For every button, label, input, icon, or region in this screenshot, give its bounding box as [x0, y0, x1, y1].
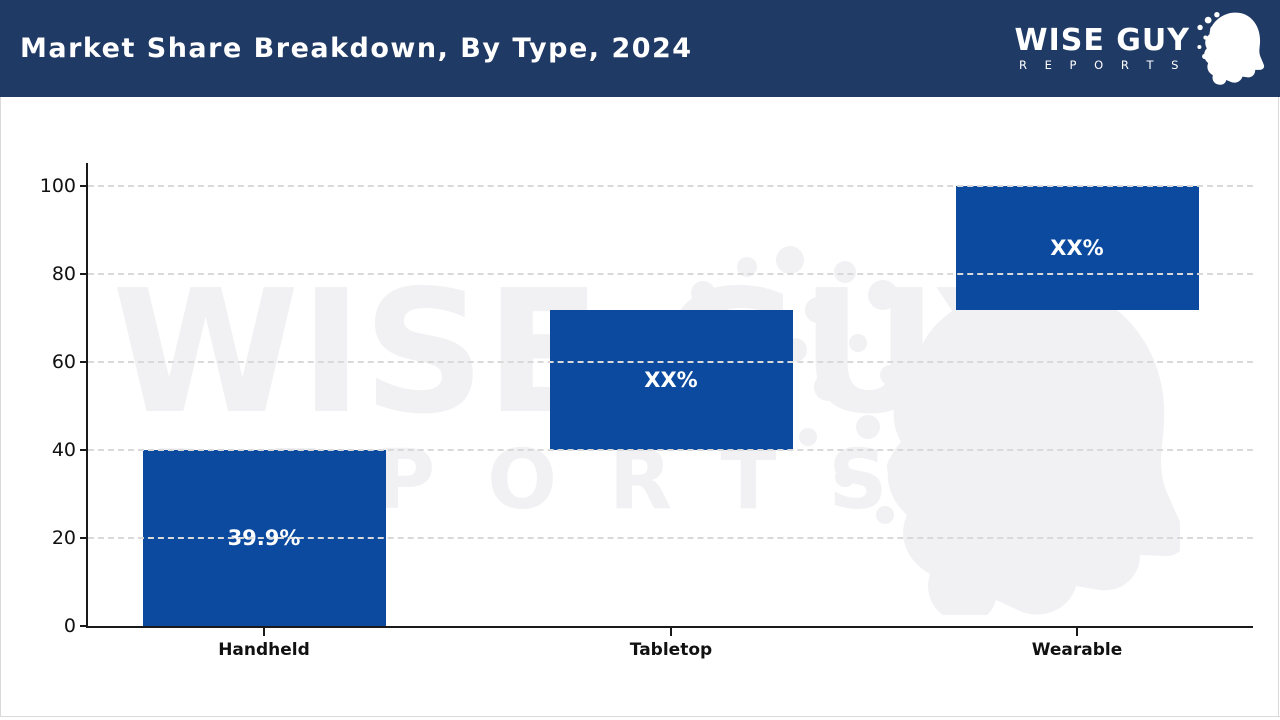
bar-wearable: XX% [955, 186, 1199, 311]
y-tick-label-80: 80 [51, 263, 76, 285]
logo-tagline: R E P O R T S [1018, 58, 1186, 73]
y-tick-80 [80, 273, 88, 275]
category-label-tabletop: Tabletop [629, 640, 713, 660]
category-label-handheld: Handheld [218, 640, 310, 660]
x-tick-tabletop [670, 628, 672, 636]
y-tick-100 [80, 185, 88, 187]
y-tick-0 [80, 625, 88, 627]
logo-wordmark: WISE GUY [1014, 22, 1190, 58]
y-tick-label-20: 20 [51, 527, 76, 549]
y-tick-label-60: 60 [51, 351, 76, 373]
page-title: Market Share Breakdown, By Type, 2024 [20, 33, 693, 64]
y-tick-label-40: 40 [51, 439, 76, 461]
logo-dotted-head-icon [1197, 11, 1265, 85]
page-right-hairline [1278, 97, 1279, 717]
page-bottom-hairline [0, 716, 1280, 717]
wise-guy-reports-logo: WISE GUY R E P O R T S [1014, 7, 1266, 91]
gridline-80 [88, 273, 1253, 275]
y-tick-20 [80, 537, 88, 539]
page-left-hairline [0, 97, 1, 717]
logo-text: WISE GUY R E P O R T S [1014, 25, 1190, 73]
gridline-40 [88, 449, 1253, 451]
header-bar: Market Share Breakdown, By Type, 2024 WI… [0, 0, 1280, 97]
gridline-60 [88, 361, 1253, 363]
gridline-100 [88, 185, 1253, 187]
y-tick-label-100: 100 [39, 175, 76, 197]
y-tick-40 [80, 449, 88, 451]
bar-label-wearable: XX% [1050, 236, 1104, 261]
y-tick-60 [80, 361, 88, 363]
y-tick-label-0: 0 [63, 615, 76, 637]
category-label-wearable: Wearable [1031, 640, 1123, 660]
bar-label-tabletop: XX% [644, 368, 698, 393]
x-tick-handheld [263, 628, 265, 636]
x-tick-wearable [1076, 628, 1078, 636]
gridline-20 [88, 537, 1253, 539]
bar-tabletop: XX% [549, 310, 793, 451]
y-axis-spine [86, 163, 88, 628]
x-axis-spine [86, 626, 1253, 628]
